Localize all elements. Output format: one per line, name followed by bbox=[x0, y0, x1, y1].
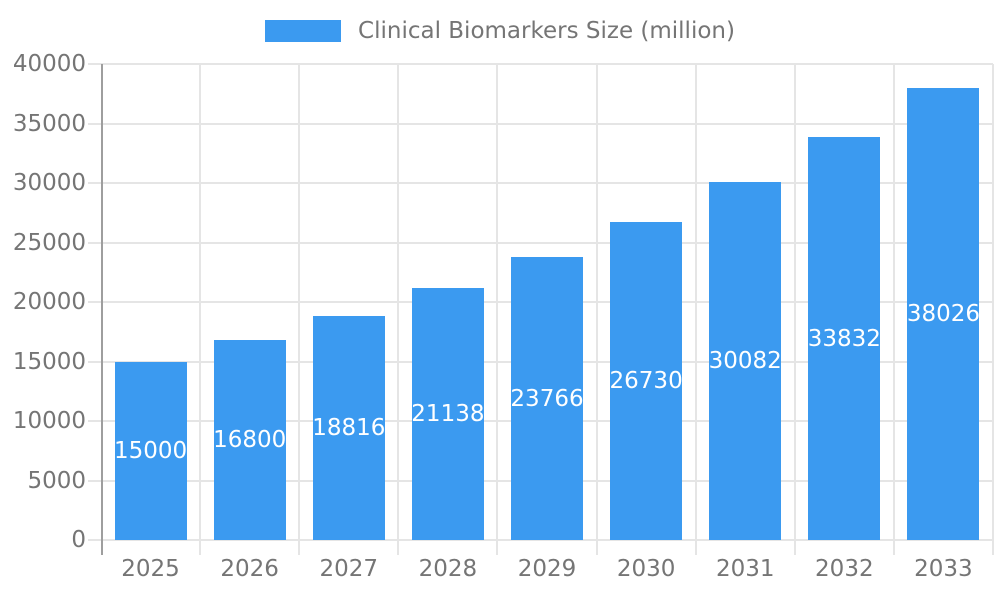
y-tick-label: 40000 bbox=[12, 51, 86, 77]
v-gridline bbox=[694, 64, 697, 555]
bar-value-label: 33832 bbox=[807, 325, 881, 352]
y-tick-label: 35000 bbox=[12, 110, 86, 137]
x-tick-label: 2031 bbox=[715, 556, 775, 582]
bar-value-label: 38026 bbox=[906, 300, 981, 327]
bar-value-label: 16800 bbox=[213, 427, 287, 454]
x-axis-labels: 2025 2026 2027 2028 2029 2030 2031 2032 2033 bbox=[101, 556, 993, 588]
h-gridline bbox=[88, 122, 993, 125]
x-tick-label: 2027 bbox=[319, 556, 379, 582]
chart-legend: Clinical Biomarkers Size (million) bbox=[0, 18, 1000, 44]
bar-value-label: 30082 bbox=[708, 348, 782, 375]
h-gridline bbox=[88, 539, 993, 541]
x-tick-label: 2032 bbox=[815, 556, 874, 582]
bar-value-label: 18816 bbox=[312, 415, 386, 442]
x-tick-label: 2026 bbox=[220, 556, 279, 582]
y-tick-label: 0 bbox=[71, 527, 86, 553]
bar-2026: 16800 bbox=[213, 340, 287, 540]
v-gridline bbox=[298, 64, 301, 555]
v-gridline bbox=[793, 64, 796, 555]
v-gridline bbox=[992, 64, 994, 555]
v-gridline bbox=[397, 64, 400, 555]
bar-2030: 26730 bbox=[609, 221, 683, 540]
h-gridline bbox=[88, 63, 993, 65]
y-tick-label: 5000 bbox=[27, 467, 86, 494]
y-axis-line bbox=[101, 64, 103, 555]
y-tick-label: 30000 bbox=[12, 170, 86, 196]
bar-2032: 33832 bbox=[807, 137, 881, 540]
y-tick-label: 25000 bbox=[12, 229, 86, 256]
h-gridline bbox=[88, 241, 993, 244]
bar-2029: 23766 bbox=[510, 257, 584, 540]
y-tick-label: 10000 bbox=[12, 408, 86, 434]
y-tick-label: 20000 bbox=[12, 289, 86, 315]
y-tick-label: 15000 bbox=[12, 348, 86, 375]
h-gridline bbox=[88, 182, 993, 184]
x-tick-label: 2033 bbox=[914, 556, 973, 582]
x-tick-label: 2029 bbox=[517, 556, 577, 582]
x-tick-label: 2028 bbox=[418, 556, 478, 582]
x-tick-label: 2025 bbox=[121, 556, 180, 582]
legend-item[interactable]: Clinical Biomarkers Size (million) bbox=[265, 18, 735, 44]
plot-area: 15000 16800 18816 21138 23766 26730 30082 33832… bbox=[88, 63, 994, 555]
bar-value-label: 15000 bbox=[113, 437, 188, 464]
v-gridline bbox=[892, 64, 895, 555]
bar-value-label: 26730 bbox=[609, 367, 683, 394]
bar-value-label: 21138 bbox=[411, 401, 485, 428]
bar-2033: 38026 bbox=[906, 87, 981, 540]
bar-2027: 18816 bbox=[312, 316, 386, 540]
bar-2025: 15000 bbox=[113, 361, 188, 540]
legend-swatch-icon bbox=[265, 20, 342, 42]
v-gridline bbox=[595, 64, 598, 555]
v-gridline bbox=[496, 64, 499, 555]
bar-value-label: 23766 bbox=[510, 385, 584, 412]
bar-2031: 30082 bbox=[708, 182, 782, 540]
bar-2028: 21138 bbox=[411, 288, 485, 540]
y-axis-labels: 0 5000 10000 15000 20000 25000 30000 35000 40000 bbox=[0, 51, 86, 553]
x-tick-label: 2030 bbox=[616, 556, 676, 582]
v-gridline bbox=[199, 64, 202, 555]
legend-label: Clinical Biomarkers Size (million) bbox=[358, 18, 735, 44]
